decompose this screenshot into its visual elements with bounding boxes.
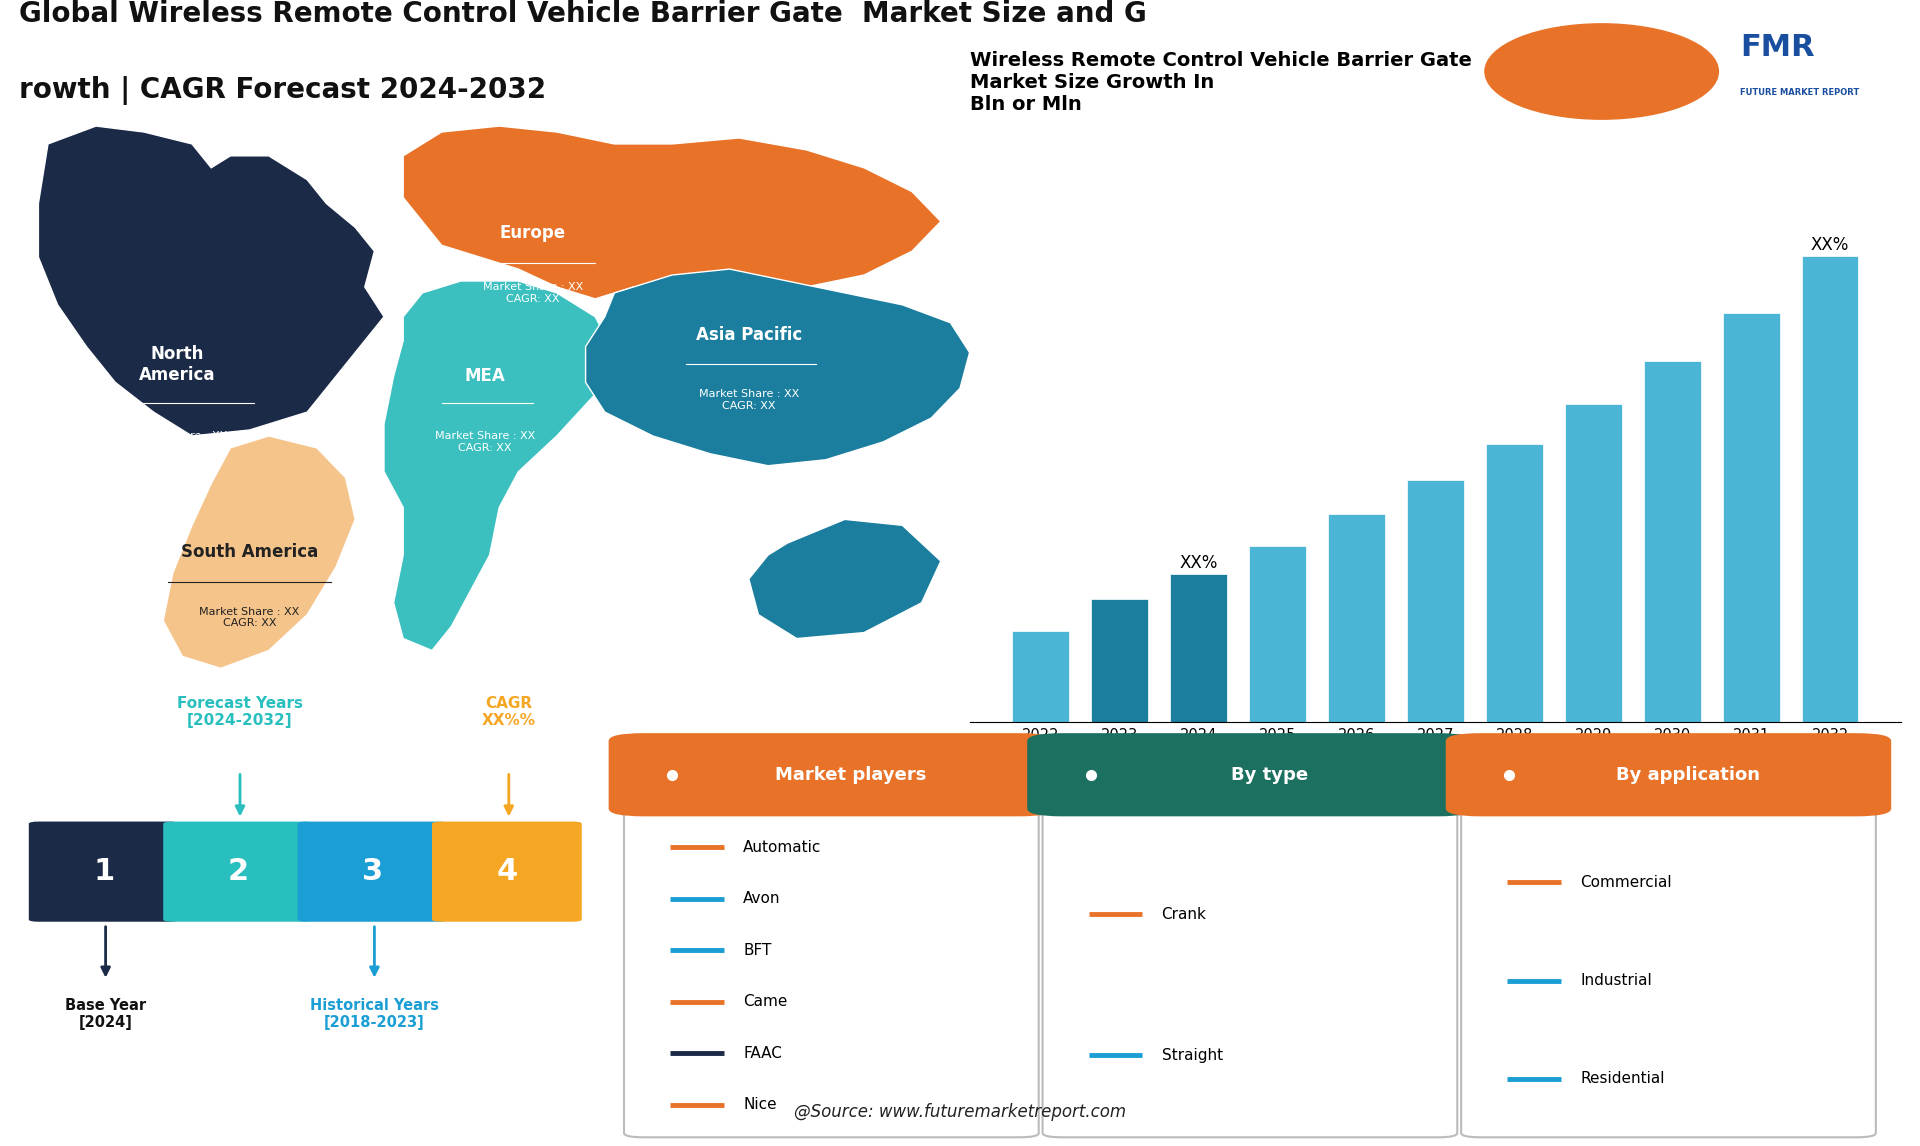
Text: 4: 4 <box>495 857 518 886</box>
Text: FMR: FMR <box>1740 33 1814 62</box>
FancyBboxPatch shape <box>1446 733 1891 816</box>
Text: Market players: Market players <box>776 766 925 784</box>
FancyBboxPatch shape <box>609 733 1054 816</box>
Text: Market Share : XX
CAGR: XX: Market Share : XX CAGR: XX <box>699 390 799 411</box>
Polygon shape <box>38 126 384 435</box>
Text: Residential: Residential <box>1580 1072 1665 1086</box>
FancyBboxPatch shape <box>432 822 582 921</box>
Text: BFT: BFT <box>743 943 772 958</box>
Text: MEA: MEA <box>465 368 505 385</box>
Text: Asia Pacific: Asia Pacific <box>695 325 803 344</box>
FancyBboxPatch shape <box>163 822 313 921</box>
Text: North
America: North America <box>140 345 215 384</box>
Bar <box>1565 405 1622 722</box>
Text: Base Year
[2024]: Base Year [2024] <box>65 998 146 1030</box>
Bar <box>1644 361 1701 722</box>
Text: South America: South America <box>180 543 319 562</box>
Bar <box>1248 545 1306 722</box>
Bar <box>1012 630 1069 722</box>
Bar <box>1486 444 1542 722</box>
FancyBboxPatch shape <box>29 822 179 921</box>
Text: Automatic: Automatic <box>743 840 822 855</box>
Bar <box>1091 598 1148 722</box>
Text: Nice: Nice <box>743 1097 778 1112</box>
Bar <box>1722 313 1780 722</box>
FancyBboxPatch shape <box>1027 733 1473 816</box>
Text: Came: Came <box>743 994 787 1010</box>
Text: Commercial: Commercial <box>1580 874 1672 889</box>
Text: Avon: Avon <box>743 892 781 906</box>
Bar <box>1169 574 1227 722</box>
Polygon shape <box>586 269 970 465</box>
Text: FUTURE MARKET REPORT: FUTURE MARKET REPORT <box>1740 88 1860 97</box>
Text: Historical Years
[2018-2023]: Historical Years [2018-2023] <box>309 998 440 1030</box>
Text: rowth | CAGR Forecast 2024-2032: rowth | CAGR Forecast 2024-2032 <box>19 76 547 104</box>
Text: Europe: Europe <box>499 225 566 242</box>
FancyBboxPatch shape <box>298 822 447 921</box>
Text: FAAC: FAAC <box>743 1045 781 1060</box>
Text: Forecast Years
[2024-2032]: Forecast Years [2024-2032] <box>177 696 303 728</box>
Text: Crank: Crank <box>1162 906 1206 921</box>
Polygon shape <box>384 281 614 651</box>
FancyBboxPatch shape <box>1461 804 1876 1137</box>
Text: Straight: Straight <box>1162 1047 1223 1062</box>
Polygon shape <box>163 435 355 668</box>
FancyBboxPatch shape <box>624 804 1039 1137</box>
Text: By type: By type <box>1231 766 1308 784</box>
Text: Market Share : XX
CAGR: XX: Market Share : XX CAGR: XX <box>482 282 584 304</box>
FancyBboxPatch shape <box>1043 804 1457 1137</box>
Bar <box>1329 513 1384 722</box>
Text: Market Share : XX
CAGR: XX: Market Share : XX CAGR: XX <box>127 431 228 453</box>
Text: XX%: XX% <box>1179 554 1217 572</box>
Text: XX%: XX% <box>1811 236 1849 254</box>
Text: 1: 1 <box>92 857 115 886</box>
Text: Industrial: Industrial <box>1580 973 1651 988</box>
Text: 3: 3 <box>361 857 384 886</box>
Text: Global Wireless Remote Control Vehicle Barrier Gate  Market Size and G: Global Wireless Remote Control Vehicle B… <box>19 0 1146 28</box>
Text: Market Share : XX
CAGR: XX: Market Share : XX CAGR: XX <box>434 431 536 453</box>
Text: Market Share : XX
CAGR: XX: Market Share : XX CAGR: XX <box>200 607 300 628</box>
Text: CAGR
XX%%: CAGR XX%% <box>482 696 536 728</box>
Bar <box>1407 480 1463 722</box>
Polygon shape <box>749 519 941 638</box>
Polygon shape <box>403 126 941 299</box>
Text: 2: 2 <box>227 857 250 886</box>
Bar <box>1801 257 1859 722</box>
Circle shape <box>1484 24 1718 119</box>
Text: Wireless Remote Control Vehicle Barrier Gate
Market Size Growth In
Bln or Mln: Wireless Remote Control Vehicle Barrier … <box>970 52 1471 115</box>
Text: By application: By application <box>1617 766 1759 784</box>
Text: @Source: www.futuremarketreport.com: @Source: www.futuremarketreport.com <box>795 1102 1125 1121</box>
